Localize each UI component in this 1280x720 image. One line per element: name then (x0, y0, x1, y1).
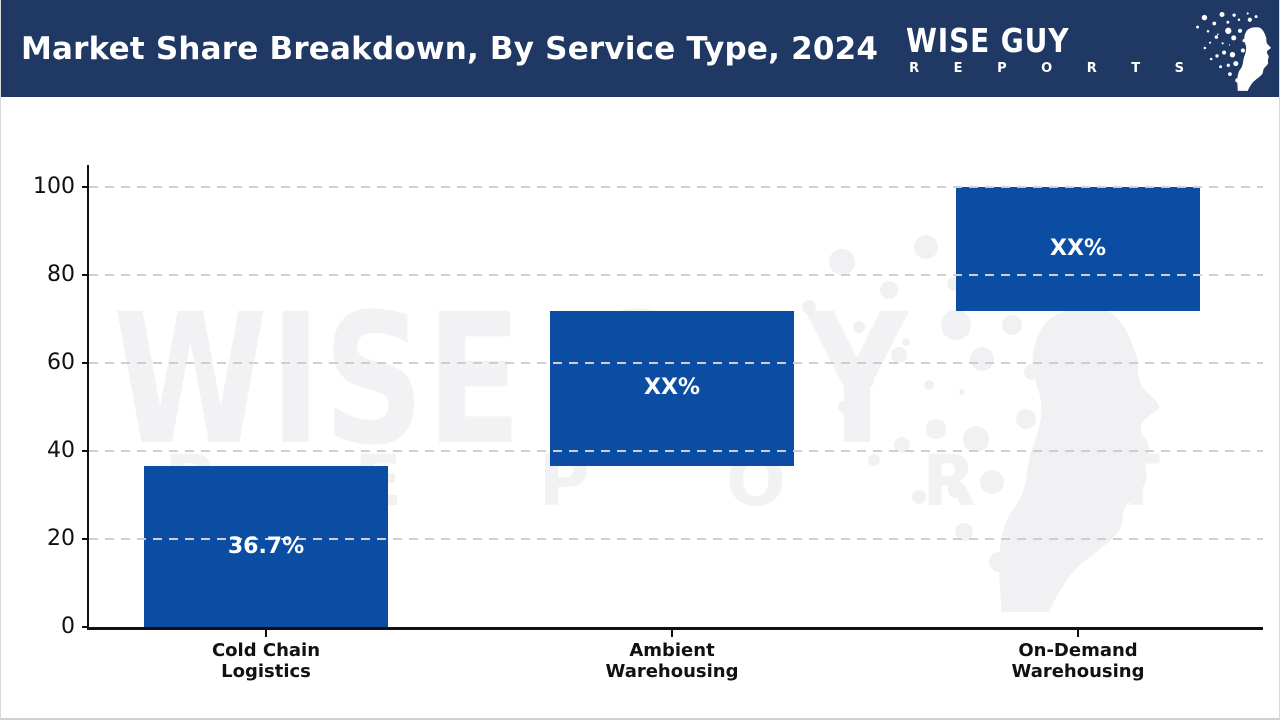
y-axis-tick-label: 0 (61, 614, 75, 639)
y-axis-tick-label: 40 (47, 438, 75, 463)
bar-segment (956, 187, 1200, 311)
y-axis-tick-label: 100 (33, 174, 75, 199)
chart-title: Market Share Breakdown, By Service Type,… (21, 30, 879, 67)
x-axis-tick-mark (1077, 630, 1079, 637)
y-axis-tick-mark (82, 274, 89, 276)
bar-value-label: XX% (1050, 236, 1106, 261)
x-axis-category-label-line: Cold Chain (211, 640, 321, 661)
x-axis-tick-mark (671, 630, 673, 637)
x-axis-category-label: On-Demand Warehousing (938, 640, 1218, 682)
bar-value-label: XX% (644, 374, 700, 400)
y-axis-tick-mark (82, 450, 89, 452)
logo-wiseguy-label: WISE GUY (906, 21, 1070, 60)
y-axis-tick-mark (82, 362, 89, 364)
y-axis-tick-label: 20 (47, 526, 75, 551)
bar-segment (550, 310, 794, 466)
y-axis-line (87, 165, 89, 630)
bar-segment (144, 465, 388, 627)
x-axis-category-label: Ambient Warehousing (532, 640, 812, 682)
x-axis-category-label-line: Warehousing (605, 661, 739, 682)
x-axis-category-label-line: Logistics (221, 661, 311, 682)
gridline (89, 450, 1263, 452)
y-axis-tick-mark (82, 626, 89, 628)
x-axis-tick-mark (265, 630, 267, 637)
wiseguy-logo: WISE GUY R E P O R T S (906, 4, 1277, 93)
gridline (89, 362, 1263, 364)
gridline (89, 274, 1263, 276)
x-axis-category-label-line: On-Demand (1018, 640, 1138, 661)
header-bar: Market Share Breakdown, By Service Type,… (1, 0, 1279, 97)
gridline (89, 538, 1263, 540)
logo-text: WISE GUY R E P O R T S (906, 21, 1199, 76)
x-axis-category-label-line: Warehousing (1011, 661, 1145, 682)
bar-value-label: 36.7% (227, 533, 305, 559)
logo-reports-label: R E P O R T S (909, 61, 1199, 76)
y-axis-tick-mark (82, 538, 89, 540)
x-axis-category-label: Cold Chain Logistics (126, 640, 406, 682)
x-axis-line (87, 627, 1263, 630)
x-axis-category-label-line: Ambient (629, 640, 715, 661)
y-axis-tick-label: 60 (47, 350, 75, 375)
gridline (89, 186, 1263, 188)
y-axis-tick-label: 80 (47, 262, 75, 287)
y-axis-tick-mark (82, 186, 89, 188)
